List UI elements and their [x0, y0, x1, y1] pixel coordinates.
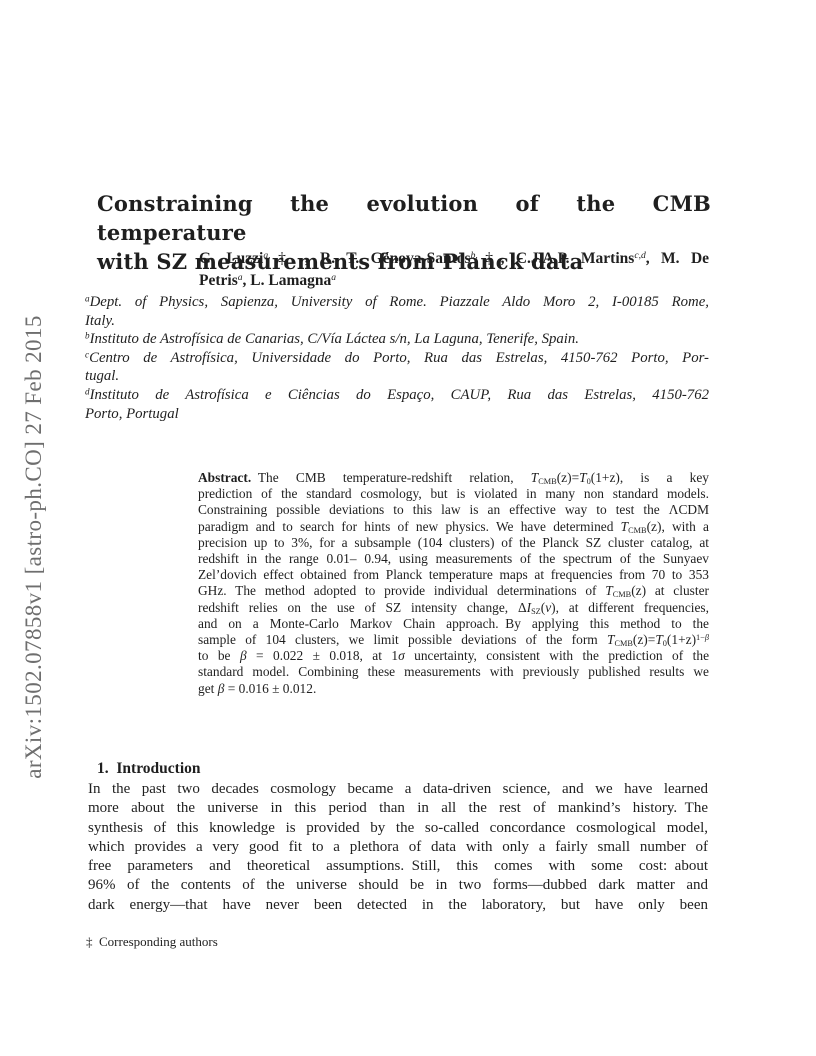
- introduction-paragraph: In the past two decades cosmology became…: [88, 780, 708, 915]
- text-line: redshift relies on the use of SZ intensi…: [198, 599, 709, 616]
- text-line: 96% of the contents of the universe shou…: [88, 877, 708, 894]
- text-line: Zel’dovich effect obtained from Planck t…: [198, 567, 709, 583]
- paper-title: Constraining the evolution of the CMB te…: [97, 189, 711, 276]
- text-line: Constraining possible deviations to this…: [198, 502, 709, 518]
- text-line: more about the universe in this period t…: [88, 800, 708, 817]
- text-line: GHz. The method adopted to provide indiv…: [198, 583, 709, 600]
- text-line: bInstituto de Astrofísica de Canarias, C…: [85, 330, 579, 348]
- text-line: In the past two decades cosmology became…: [88, 781, 708, 797]
- arxiv-watermark: arXiv:1502.07858v1 [astro-ph.CO] 27 Feb …: [21, 315, 46, 779]
- text-line: Constraining the evolution of the CMB te…: [97, 191, 711, 246]
- affiliation-a: aDept. of Physics, Sapienza, University …: [85, 293, 709, 330]
- affiliation-d: dInstituto de Astrofísica e Ciências do …: [85, 386, 709, 423]
- text-line: dInstituto de Astrofísica e Ciências do …: [85, 386, 709, 403]
- text-line: paradigm and to search for hints of new …: [198, 518, 709, 535]
- text-line: dark energy—that have never been detecte…: [88, 896, 708, 913]
- text-line: G. Luzzia,‡ , R. T. Génova-Santosb,‡, C.…: [199, 250, 710, 267]
- text-line: redshift in the range 0.01– 0.94, using …: [198, 551, 709, 567]
- text-line: precision up to 3%, for a subsample (104…: [198, 534, 709, 550]
- abstract: Abstract. The CMB temperature-redshift r…: [198, 470, 709, 697]
- text-line: Petrisa, L. Lamagnaa: [199, 272, 337, 289]
- affiliation-b: bInstituto de Astrofísica de Canarias, C…: [85, 330, 709, 349]
- text-line: free parameters and theoretical assumpti…: [88, 858, 708, 875]
- author-list: G. Luzzia,‡ , R. T. Génova-Santosb,‡, C.…: [199, 248, 709, 292]
- affiliation-c: cCentro de Astrofísica, Universidade do …: [85, 349, 709, 386]
- text-line: to be β = 0.022 ± 0.018, at 1σ uncertain…: [198, 648, 710, 664]
- affiliations: aDept. of Physics, Sapienza, University …: [85, 293, 709, 423]
- text-line: aDept. of Physics, Sapienza, University …: [85, 293, 709, 310]
- text-line: which provides a very good fit to a plet…: [88, 838, 708, 855]
- text-line: Porto, Portugal: [85, 405, 179, 422]
- text-line: cCentro de Astrofísica, Universidade do …: [85, 349, 709, 366]
- text-line: with SZ measurements from Planck data: [97, 249, 584, 275]
- text-line: prediction of the standard cosmology, bu…: [198, 486, 709, 502]
- section-heading-introduction: 1. Introduction: [97, 759, 201, 777]
- text-line: synthesis of this knowledge is provided …: [88, 819, 708, 836]
- text-line: Italy.: [85, 312, 115, 329]
- text-line: standard model. Combining these measurem…: [198, 664, 709, 680]
- text-line: get β = 0.016 ± 0.012.: [198, 680, 317, 696]
- text-line: sample of 104 clusters, we limit possibl…: [198, 632, 709, 649]
- text-line: Abstract. The CMB temperature-redshift r…: [198, 470, 709, 487]
- text-line: and on a Monte-Carlo Markov Chain approa…: [198, 615, 709, 631]
- text-line: tugal.: [85, 368, 120, 385]
- corresponding-authors-footnote: ‡ Corresponding authors: [86, 934, 218, 949]
